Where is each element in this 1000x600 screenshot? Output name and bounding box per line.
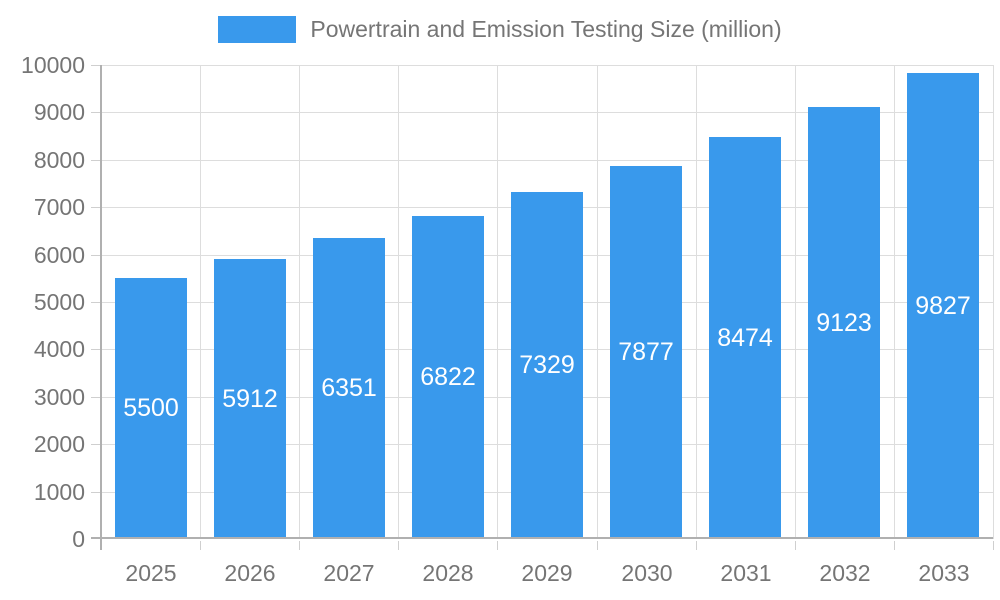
bar-value-label: 5500 [123,394,179,422]
y-axis-tick [91,302,100,303]
bar-value-label: 6351 [321,374,377,402]
x-gridline [993,65,994,539]
y-tick-label: 5000 [33,289,85,315]
x-tick-label: 2032 [819,560,871,586]
legend-swatch [218,16,297,43]
x-tick-label: 2031 [720,560,772,586]
bar: 9123 [808,107,880,539]
y-tick-label: 2000 [33,431,85,457]
x-gridline [497,65,498,539]
y-axis-tick [91,444,100,445]
bar: 8474 [709,137,781,539]
x-axis-line [91,537,993,539]
bar-value-label: 9123 [816,308,872,337]
x-gridline [795,65,796,539]
x-axis-tick [398,541,399,550]
x-tick-label: 2029 [521,560,573,586]
bar: 7329 [511,192,583,539]
y-tick-label: 3000 [33,384,85,410]
bar-value-label: 9827 [915,291,971,320]
x-axis-tick [497,541,498,550]
x-gridline [894,65,895,539]
bar-value-label: 5912 [222,384,278,413]
bar: 5500 [115,278,187,539]
y-axis-tick [91,255,100,256]
y-tick-label: 1000 [33,479,85,505]
x-axis-tick [993,541,994,550]
y-axis-line [100,65,102,550]
bar-value-label: 7877 [618,338,674,366]
bar-value-label: 8474 [717,323,773,352]
x-axis-tick [597,541,598,550]
x-gridline [200,65,201,539]
x-gridline [696,65,697,539]
plot-area: 0 1000 2000 3000 4000 5000 6000 7000 8000 9000 100… [21,52,994,586]
x-axis-tick [299,541,300,550]
bar: 7877 [610,166,682,539]
y-tick-label: 4000 [33,336,85,362]
y-gridline [101,160,993,161]
y-axis-tick [91,397,100,398]
x-tick-label: 2027 [323,560,375,586]
x-tick-label: 2028 [422,560,474,586]
x-gridline [299,65,300,539]
y-gridline [101,65,993,66]
bar: 5912 [214,259,286,539]
y-axis-tick [91,160,100,161]
y-tick-label: 6000 [33,242,85,268]
x-tick-label: 2026 [224,560,276,586]
x-tick-label: 2025 [125,560,177,586]
x-gridline [597,65,598,539]
y-tick-label: 9000 [33,99,85,125]
x-axis-tick [200,541,201,550]
y-axis-tick [91,65,100,66]
bar: 6822 [412,216,484,539]
legend: Powertrain and Emission Testing Size (mi… [0,16,1000,43]
x-gridline [398,65,399,539]
y-tick-label: 7000 [33,194,85,220]
y-tick-label: 0 [72,526,85,552]
legend-label: Powertrain and Emission Testing Size (mi… [310,16,782,42]
y-gridline [101,112,993,113]
y-tick-label: 8000 [33,147,85,173]
y-axis-tick [91,492,100,493]
bar: 6351 [313,238,385,539]
bar: 9827 [907,73,979,539]
y-axis-tick [91,349,100,350]
x-axis-tick [894,541,895,550]
x-axis-tick [696,541,697,550]
x-axis-tick [795,541,796,550]
x-tick-label: 2030 [621,560,673,586]
y-axis-tick [91,207,100,208]
x-tick-label: 2033 [918,560,970,586]
y-tick-label: 10000 [21,52,85,78]
bar-value-label: 7329 [519,351,575,379]
y-axis-tick [91,112,100,113]
bar-value-label: 6822 [420,363,476,391]
